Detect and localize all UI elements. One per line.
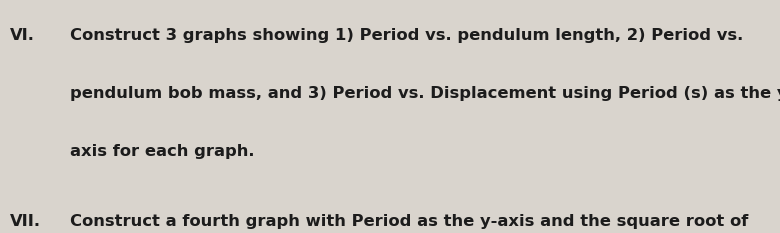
Text: VI.: VI. [10,28,35,43]
Text: Construct a fourth graph with Period as the y-axis and the square root of: Construct a fourth graph with Period as … [70,214,749,229]
Text: Construct 3 graphs showing 1) Period vs. pendulum length, 2) Period vs.: Construct 3 graphs showing 1) Period vs.… [70,28,743,43]
Text: VII.: VII. [10,214,41,229]
Text: pendulum bob mass, and 3) Period vs. Displacement using Period (s) as the y-: pendulum bob mass, and 3) Period vs. Dis… [70,86,780,101]
Text: axis for each graph.: axis for each graph. [70,144,255,159]
